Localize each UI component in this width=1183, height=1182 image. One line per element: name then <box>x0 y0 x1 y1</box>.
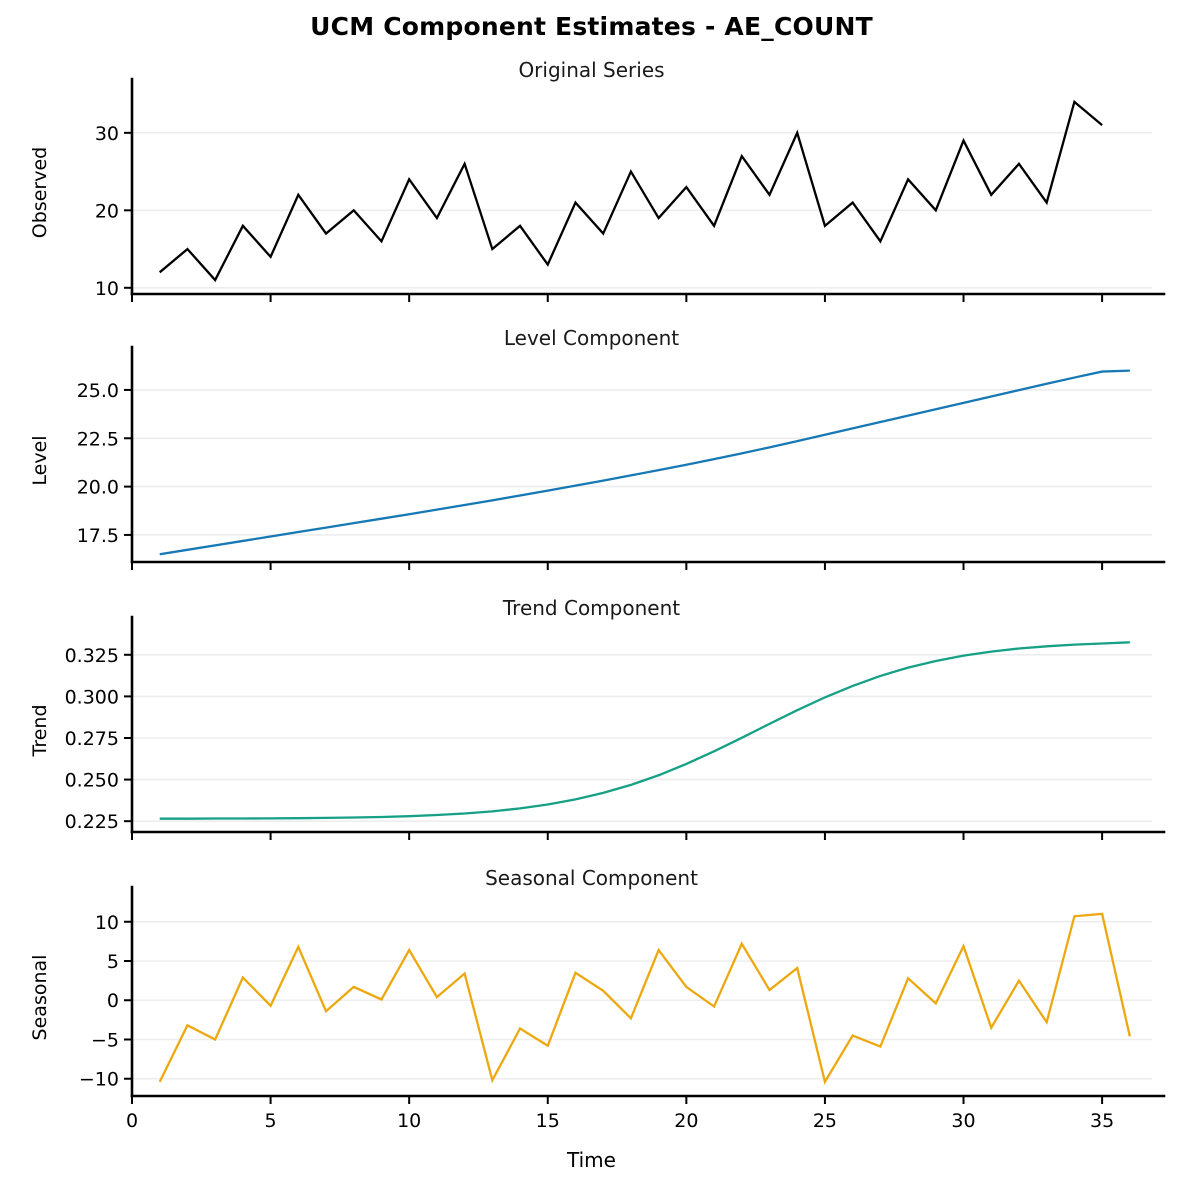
chart-original-series: 10 20 30 Observed <box>29 77 1166 302</box>
x-tick-label: 0 <box>126 1110 138 1132</box>
y-tick-label: −10 <box>79 1069 119 1091</box>
series-line <box>158 912 1131 1085</box>
y-tick-label: 0.325 <box>65 645 119 667</box>
x-tick-label: 15 <box>536 1110 560 1132</box>
y-tick-label: 22.5 <box>77 428 119 450</box>
figure-title: UCM Component Estimates - AE_COUNT <box>310 12 873 41</box>
series-line <box>159 369 1130 556</box>
y-tick-label: 30 <box>95 123 119 145</box>
y-tick-label: 10 <box>95 912 119 934</box>
y-axis-title: Observed <box>29 147 51 238</box>
x-tick-label: 30 <box>951 1110 975 1132</box>
panel-trend-component: Trend Component 0.225 0.250 0.275 0.300 0.32… <box>0 596 1183 846</box>
y-tick-label: 0 <box>107 990 119 1012</box>
y-tick-label: 0.300 <box>65 686 119 708</box>
panel-title-trend-component: Trend Component <box>502 596 681 620</box>
x-tick-label: 5 <box>265 1110 277 1132</box>
chart-seasonal-component: −10 −5 0 5 10 0 5 10 15 20 25 30 35 Seasonal <box>29 885 1166 1132</box>
y-tick-label: 20.0 <box>77 477 119 499</box>
panel-seasonal-component: Seasonal Component −10 −5 0 5 10 0 5 10 15 20 25 30… <box>0 866 1183 1151</box>
y-tick-label: 0.275 <box>65 728 119 750</box>
panel-title-seasonal-component: Seasonal Component <box>485 866 698 890</box>
y-tick-label: 0.250 <box>65 770 119 792</box>
y-axis-title: Trend <box>29 705 51 758</box>
y-tick-label: 17.5 <box>77 525 119 547</box>
y-axis-title: Level <box>29 435 51 485</box>
y-tick-label: 20 <box>95 200 119 222</box>
chart-level-component: 17.5 20.0 22.5 25.0 Level <box>29 345 1166 570</box>
x-axis-label: Time <box>567 1148 616 1172</box>
panel-title-original-series: Original Series <box>518 58 665 82</box>
x-tick-label: 25 <box>813 1110 837 1132</box>
y-tick-label: 10 <box>95 278 119 300</box>
chart-trend-component: 0.225 0.250 0.275 0.300 0.325 Trend <box>29 615 1166 840</box>
panel-original-series: Original Series 10 20 30 Observed <box>0 58 1183 308</box>
panel-title-level-component: Level Component <box>503 326 680 350</box>
y-tick-label: −5 <box>91 1029 119 1051</box>
series-line <box>158 99 1103 283</box>
panel-level-component: Level Component 17.5 20.0 22.5 25.0 Level <box>0 326 1183 576</box>
y-tick-label: 5 <box>107 951 119 973</box>
y-tick-label: 25.0 <box>77 380 119 402</box>
y-tick-label: 0.225 <box>65 811 119 833</box>
x-tick-label: 35 <box>1090 1110 1114 1132</box>
y-axis-title: Seasonal <box>29 955 51 1041</box>
series-line <box>159 641 1130 820</box>
x-tick-label: 10 <box>397 1110 421 1132</box>
x-tick-label: 20 <box>674 1110 698 1132</box>
